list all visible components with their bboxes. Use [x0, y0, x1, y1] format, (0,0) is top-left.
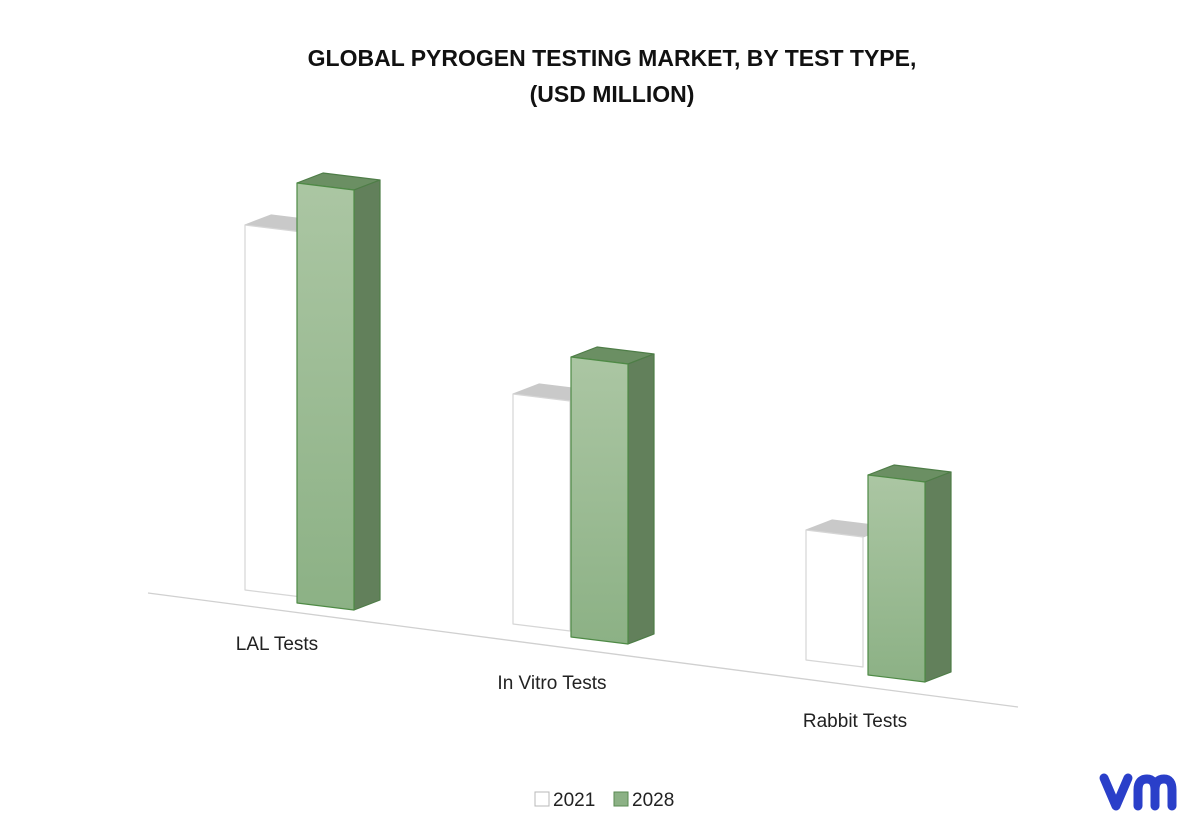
legend-swatch-2021	[534, 791, 550, 807]
category-label-lal-tests: LAL Tests	[236, 634, 318, 655]
category-label-rabbit-tests: Rabbit Tests	[803, 711, 907, 732]
bar-front-face	[805, 529, 864, 668]
vmr-logo	[1099, 773, 1177, 811]
legend-swatch-2028	[613, 791, 629, 807]
bar-lal-tests-2028	[296, 172, 381, 611]
legend-label-2028: 2028	[632, 790, 674, 811]
bar-front-face	[512, 393, 571, 632]
bars-layer	[244, 172, 952, 683]
chart-title-line-2: (USD MILLION)	[530, 81, 695, 107]
bar-side-face	[924, 471, 952, 683]
bar-front-face	[570, 356, 629, 645]
bar-front-face	[867, 474, 926, 683]
bar-rabbit-tests-2028	[867, 464, 952, 683]
bar-front-face	[296, 182, 355, 611]
bar-in-vitro-tests-2028	[570, 346, 655, 645]
category-label-in-vitro-tests: In Vitro Tests	[497, 673, 606, 694]
bar-front-face	[244, 224, 303, 598]
chart-title-line-1: GLOBAL PYROGEN TESTING MARKET, BY TEST T…	[308, 45, 917, 71]
floor-line	[147, 592, 1019, 708]
bar-side-face	[353, 179, 381, 611]
legend: 2021 2028	[534, 790, 674, 811]
bar-side-face	[627, 353, 655, 645]
legend-label-2021: 2021	[553, 790, 595, 811]
